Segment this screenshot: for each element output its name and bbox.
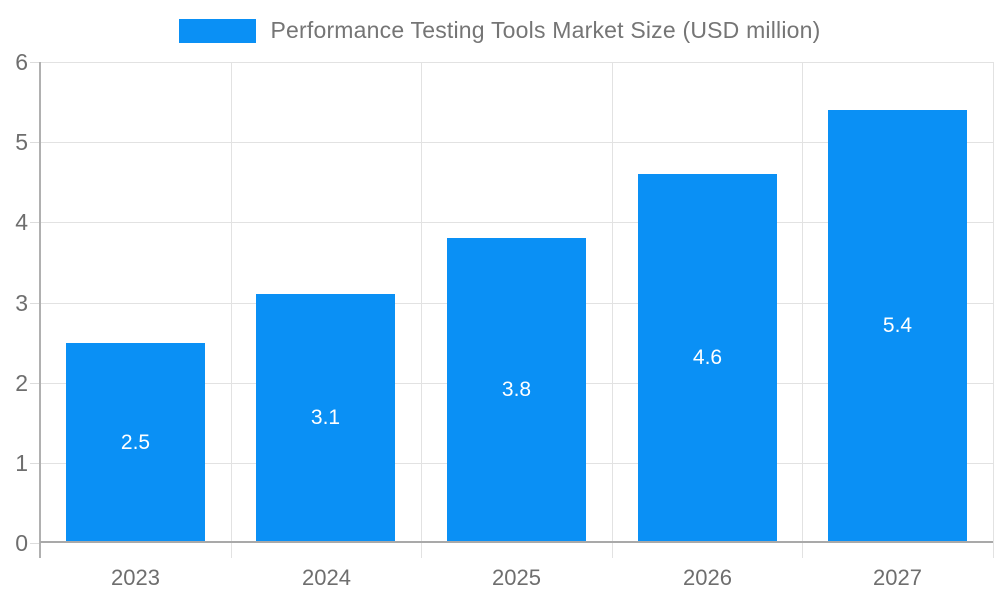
bar-2023: 2.5 — [66, 343, 205, 542]
x-axis-label: 2026 — [683, 565, 732, 590]
x-axis-label: 2024 — [302, 565, 351, 590]
bar-value-label: 5.4 — [882, 314, 913, 337]
y-axis-label: 1 — [15, 450, 28, 476]
y-axis-tick — [30, 543, 40, 544]
vertical-gridline — [993, 62, 994, 558]
x-axis-label: 2023 — [111, 565, 160, 590]
bar-value-label: 2.5 — [120, 430, 151, 454]
y-axis-label: 5 — [15, 129, 28, 155]
plot-area: 2.5 3.1 3.8 4.6 5.4 — [30, 62, 994, 558]
y-axis-label: 6 — [15, 49, 28, 75]
x-axis-line — [40, 541, 993, 543]
bar-value-label: 4.6 — [692, 346, 723, 369]
y-axis-line — [39, 62, 41, 558]
y-axis-tick — [30, 142, 40, 143]
bar-value-label: 3.1 — [310, 406, 341, 429]
y-axis-label: 2 — [15, 370, 28, 396]
chart-title: Performance Testing Tools Market Size (U… — [270, 17, 821, 43]
horizontal-gridline — [40, 222, 993, 223]
bar-value-label: 3.8 — [501, 378, 532, 401]
bar-2024: 3.1 — [256, 294, 395, 542]
horizontal-gridline — [40, 62, 993, 63]
chart-legend: Performance Testing Tools Market Size (U… — [0, 17, 1000, 44]
x-axis-label: 2027 — [873, 565, 922, 590]
vertical-gridline — [231, 62, 232, 558]
y-axis-label: 4 — [15, 209, 28, 235]
y-axis-tick — [30, 463, 40, 464]
bar-2025: 3.8 — [447, 238, 586, 542]
y-axis-labels: 0 1 2 3 4 5 6 — [0, 49, 28, 556]
vertical-gridline — [802, 62, 803, 558]
y-axis-tick — [30, 62, 40, 63]
plot-wrap: 0 1 2 3 4 5 6 2.5 3.1 3.8 4.6 5.4 2023 2024 2025 2026… — [0, 49, 1000, 600]
y-axis-label: 0 — [15, 530, 28, 556]
bar-2026: 4.6 — [638, 174, 777, 542]
bar-2027: 5.4 — [828, 110, 967, 542]
vertical-gridline — [612, 62, 613, 558]
y-axis-tick — [30, 222, 40, 223]
horizontal-gridline — [40, 142, 993, 143]
vertical-gridline — [421, 62, 422, 558]
y-axis-label: 3 — [15, 290, 28, 316]
x-axis-labels: 2023 2024 2025 2026 2027 — [40, 565, 993, 591]
y-axis-tick — [30, 383, 40, 384]
y-axis-tick — [30, 303, 40, 304]
legend-swatch — [179, 18, 257, 43]
x-axis-label: 2025 — [492, 565, 541, 590]
